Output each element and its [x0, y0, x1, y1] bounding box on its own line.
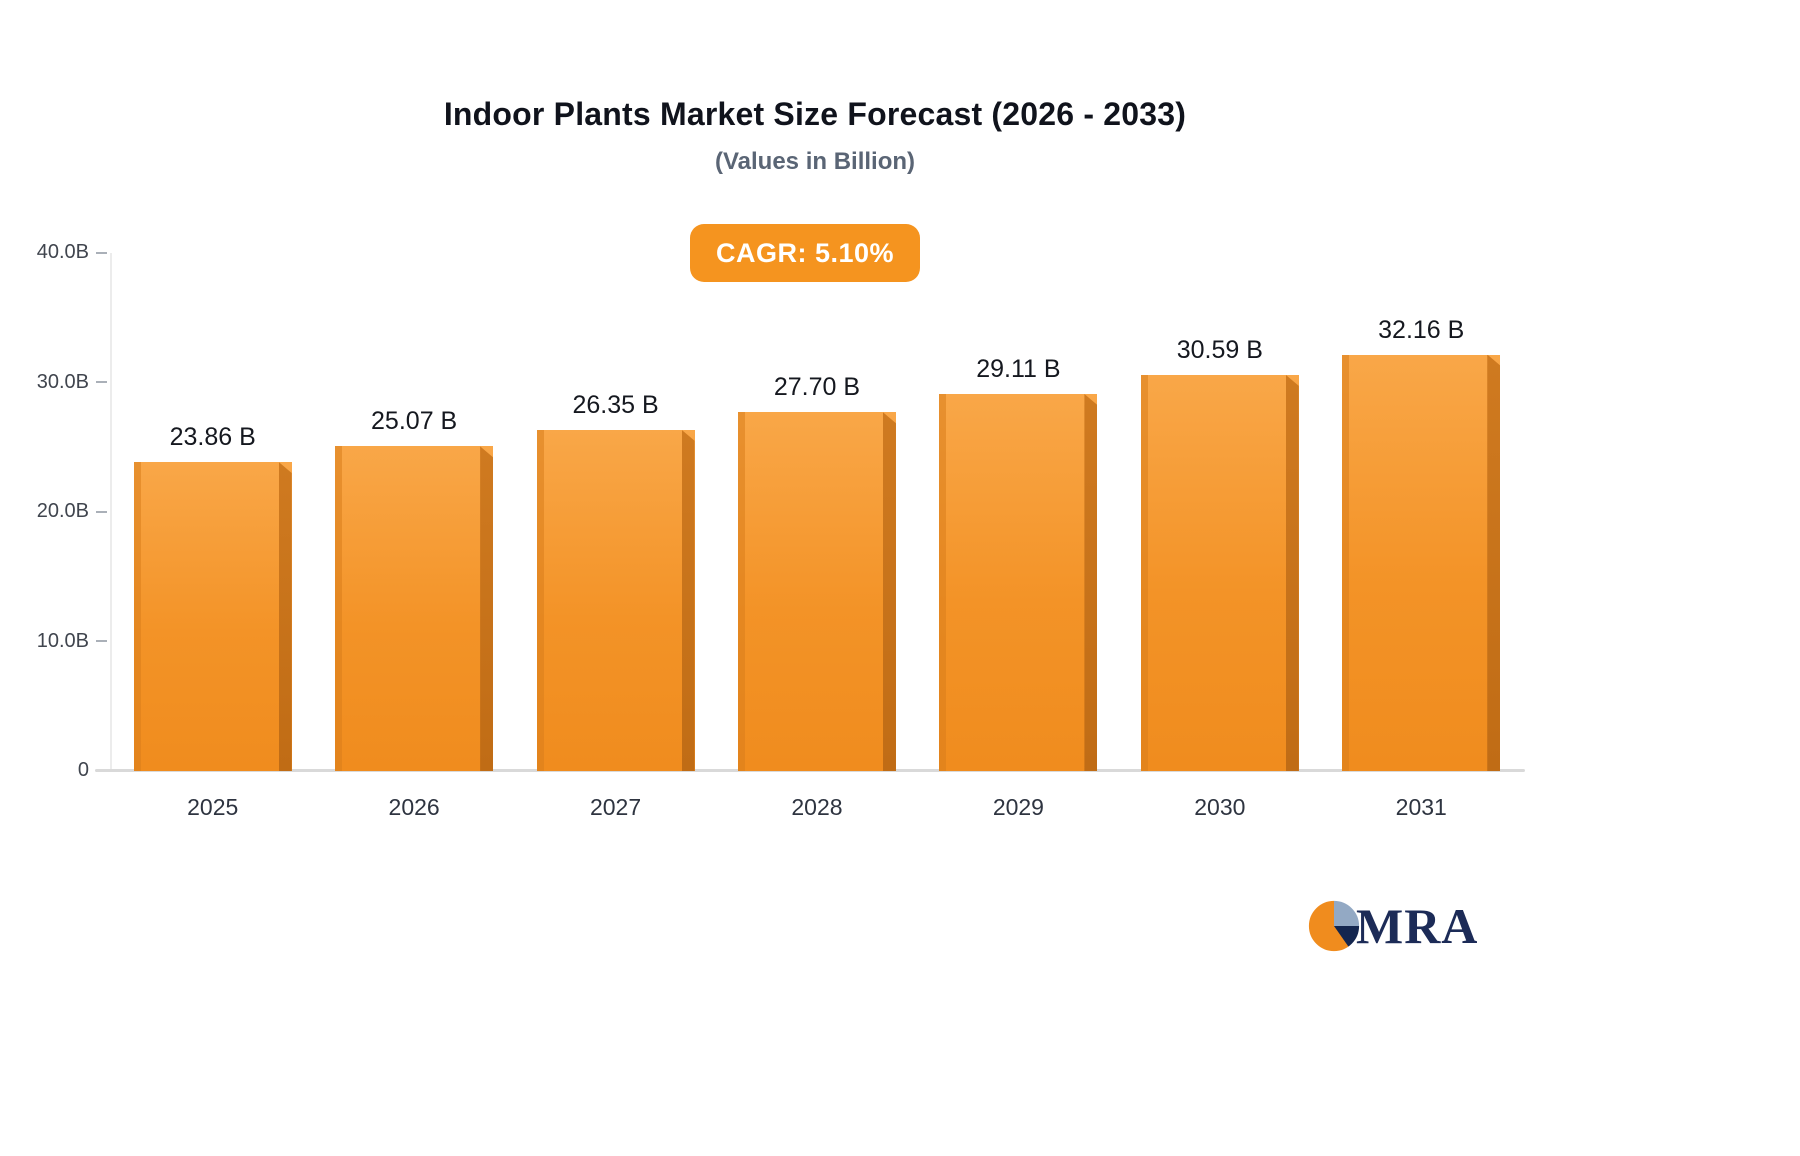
y-tick-label: 20.0B — [36, 500, 89, 522]
y-axis-line — [110, 253, 112, 771]
tick-mark — [96, 381, 107, 383]
x-axis-label: 2031 — [1395, 794, 1447, 820]
bar-2030: 30.59 B — [1140, 336, 1299, 772]
plot-area: 23.86 B 2025 25.07 B 2026 26.35 B 2027 27.70 B… — [112, 253, 1522, 820]
y-axis: 40.0B 30.0B 20.0B 10.0B 0 — [0, 241, 110, 781]
tick-mark — [96, 251, 107, 254]
tick-mark — [96, 510, 107, 513]
bar-column-2025: 23.86 B 2025 — [112, 253, 313, 820]
chart-subtitle: (Values in Billion) — [714, 148, 916, 175]
y-tick: 40.0B — [0, 241, 110, 264]
y-tick: 20.0B — [0, 500, 110, 523]
bar-column-2030: 30.59 B 2030 — [1119, 253, 1320, 820]
x-axis-label: 2028 — [791, 794, 843, 820]
bar-2031: 32.16 B — [1342, 316, 1501, 772]
bar-value-label: 23.86 B — [169, 423, 256, 452]
tick-mark — [96, 640, 107, 642]
y-tick: 10.0B — [0, 630, 110, 653]
x-axis-label: 2030 — [1194, 794, 1246, 820]
y-tick-label: 0 — [77, 759, 89, 781]
x-axis-label: 2029 — [992, 794, 1044, 820]
x-axis-label: 2027 — [589, 794, 642, 820]
bar-2029: 29.11 B — [939, 355, 1098, 771]
brand-logo-text: MRA — [1356, 898, 1479, 954]
bar-2028: 27.70 B — [737, 373, 896, 771]
bar-value-label: 30.59 B — [1176, 335, 1263, 364]
y-tick-label: 40.0B — [36, 241, 89, 263]
cagr-badge: CAGR: 5.10% — [690, 224, 920, 282]
x-axis-label: 2026 — [388, 794, 440, 820]
cagr-badge-label: CAGR: 5.10% — [715, 237, 895, 268]
bar-value-label: 29.11 B — [976, 355, 1061, 384]
y-tick-label: 10.0B — [36, 629, 89, 652]
bar-column-2031: 32.16 B 2031 — [1321, 253, 1522, 820]
bar-value-label: 25.07 B — [371, 407, 458, 436]
bar-column-2026: 25.07 B 2026 — [313, 253, 514, 820]
y-tick: 30.0B — [0, 371, 110, 394]
y-tick-label: 30.0B — [36, 370, 89, 393]
chart-title: Indoor Plants Market Size Forecast (2026… — [443, 96, 1187, 132]
bar-column-2027: 26.35 B 2027 — [515, 253, 716, 820]
bar-2025: 23.86 B — [133, 423, 292, 771]
bar-2027: 26.35 B — [536, 391, 695, 772]
bar-column-2029: 29.11 B 2029 — [918, 253, 1119, 820]
bar-value-label: 26.35 B — [572, 390, 659, 419]
pie-logo-icon — [1307, 899, 1361, 953]
bar-2026: 25.07 B — [335, 407, 494, 771]
y-tick: 0 — [0, 759, 110, 782]
bar-column-2028: 27.70 B 2028 — [716, 253, 917, 820]
bar-value-label: 27.70 B — [773, 373, 861, 402]
bar-value-label: 32.16 B — [1378, 315, 1465, 344]
brand-logo: MRA — [1306, 898, 1478, 954]
x-axis-label: 2025 — [187, 794, 239, 820]
